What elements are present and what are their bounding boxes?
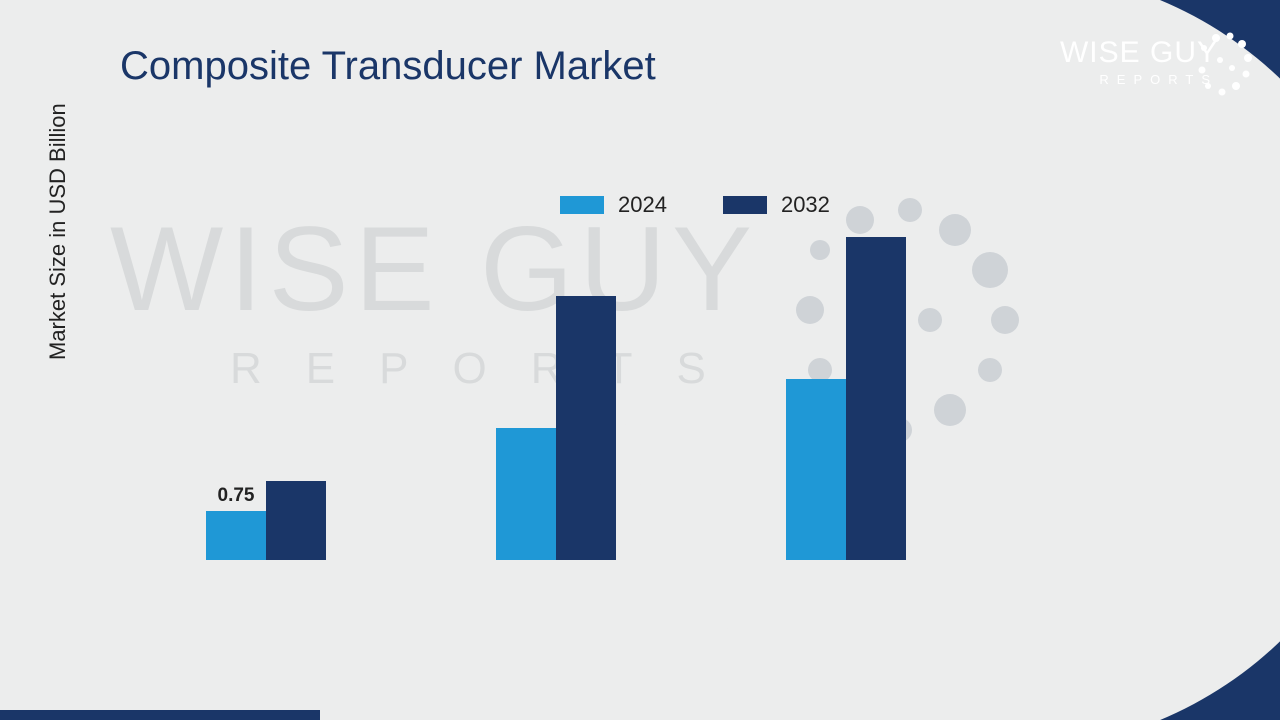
legend-swatch-2032	[723, 196, 767, 214]
bar-value-label: 0.75	[206, 485, 266, 507]
chart-canvas: WISE GUY REPORTS WISE GUY REPORTS Compos…	[0, 0, 1280, 720]
brand-logo: WISE GUY REPORTS	[1060, 36, 1218, 87]
legend: 2024 2032	[560, 192, 830, 218]
legend-item-2024: 2024	[560, 192, 667, 218]
legend-label-2032: 2032	[781, 192, 830, 218]
bottom-accent-strip	[0, 710, 320, 720]
bar-a	[206, 511, 266, 561]
bar-a	[496, 428, 556, 560]
legend-item-2032: 2032	[723, 192, 830, 218]
bar-b	[846, 237, 906, 560]
bar-b	[556, 296, 616, 560]
brand-line2: REPORTS	[1060, 72, 1218, 87]
y-axis-label: Market Size in USD Billion	[45, 103, 71, 360]
legend-label-2024: 2024	[618, 192, 667, 218]
bar-a	[786, 379, 846, 561]
brand-line1: WISE GUY	[1060, 36, 1218, 70]
bar-b	[266, 481, 326, 560]
legend-swatch-2024	[560, 196, 604, 214]
chart-title: Composite Transducer Market	[120, 44, 656, 89]
plot-area: 0.75SOUTH AMERICAASIA PACIFICMIDDLE EAST…	[140, 230, 960, 560]
